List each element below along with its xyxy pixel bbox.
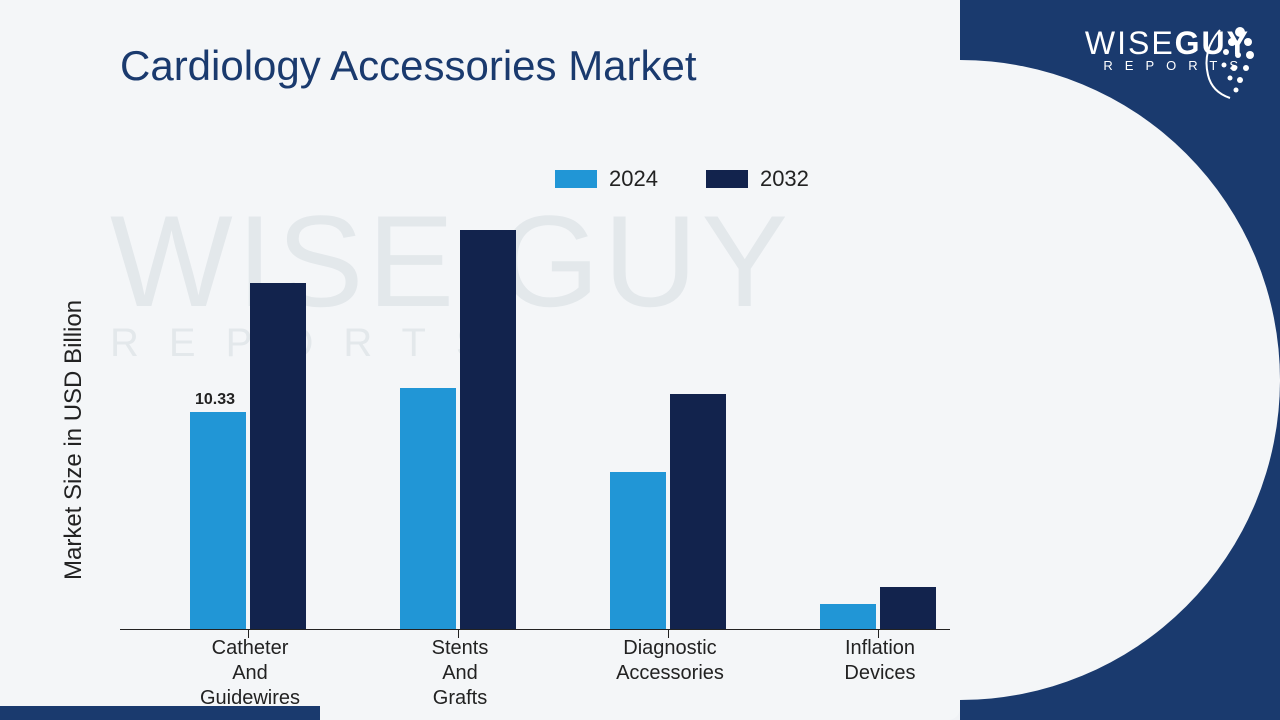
- logo-title-a: WISE: [1085, 25, 1175, 61]
- bar-2024: [190, 412, 246, 629]
- category-label: StentsAndGrafts: [370, 636, 550, 711]
- bar-group: 10.33: [160, 210, 340, 630]
- bar-2024: [400, 388, 456, 630]
- legend-label-2032: 2032: [760, 166, 809, 192]
- bar-2032: [880, 587, 936, 629]
- legend-swatch-2032: [706, 170, 748, 188]
- logo-head-icon: [1190, 20, 1260, 100]
- bar-2032: [670, 394, 726, 629]
- legend-swatch-2024: [555, 170, 597, 188]
- legend: 2024 2032: [555, 166, 809, 192]
- bar-2032: [460, 230, 516, 629]
- bar-group: [370, 210, 550, 630]
- legend-item-2024: 2024: [555, 166, 658, 192]
- bar-2024: [610, 472, 666, 630]
- bar-group: [580, 210, 760, 630]
- legend-label-2024: 2024: [609, 166, 658, 192]
- category-label: CatheterAndGuidewires: [160, 636, 340, 711]
- category-label: InflationDevices: [790, 636, 970, 686]
- bar-2024: [820, 604, 876, 629]
- y-axis-label: Market Size in USD Billion: [60, 300, 88, 580]
- bottom-accent-bar: [0, 706, 320, 720]
- category-label: DiagnosticAccessories: [580, 636, 760, 686]
- brand-logo: WISEGUY REPORTS: [1085, 25, 1250, 73]
- bar-group: [790, 210, 970, 630]
- chart-area: 10.33: [120, 210, 950, 630]
- page-title: Cardiology Accessories Market: [120, 42, 697, 90]
- legend-item-2032: 2032: [706, 166, 809, 192]
- bar-2032: [250, 283, 306, 630]
